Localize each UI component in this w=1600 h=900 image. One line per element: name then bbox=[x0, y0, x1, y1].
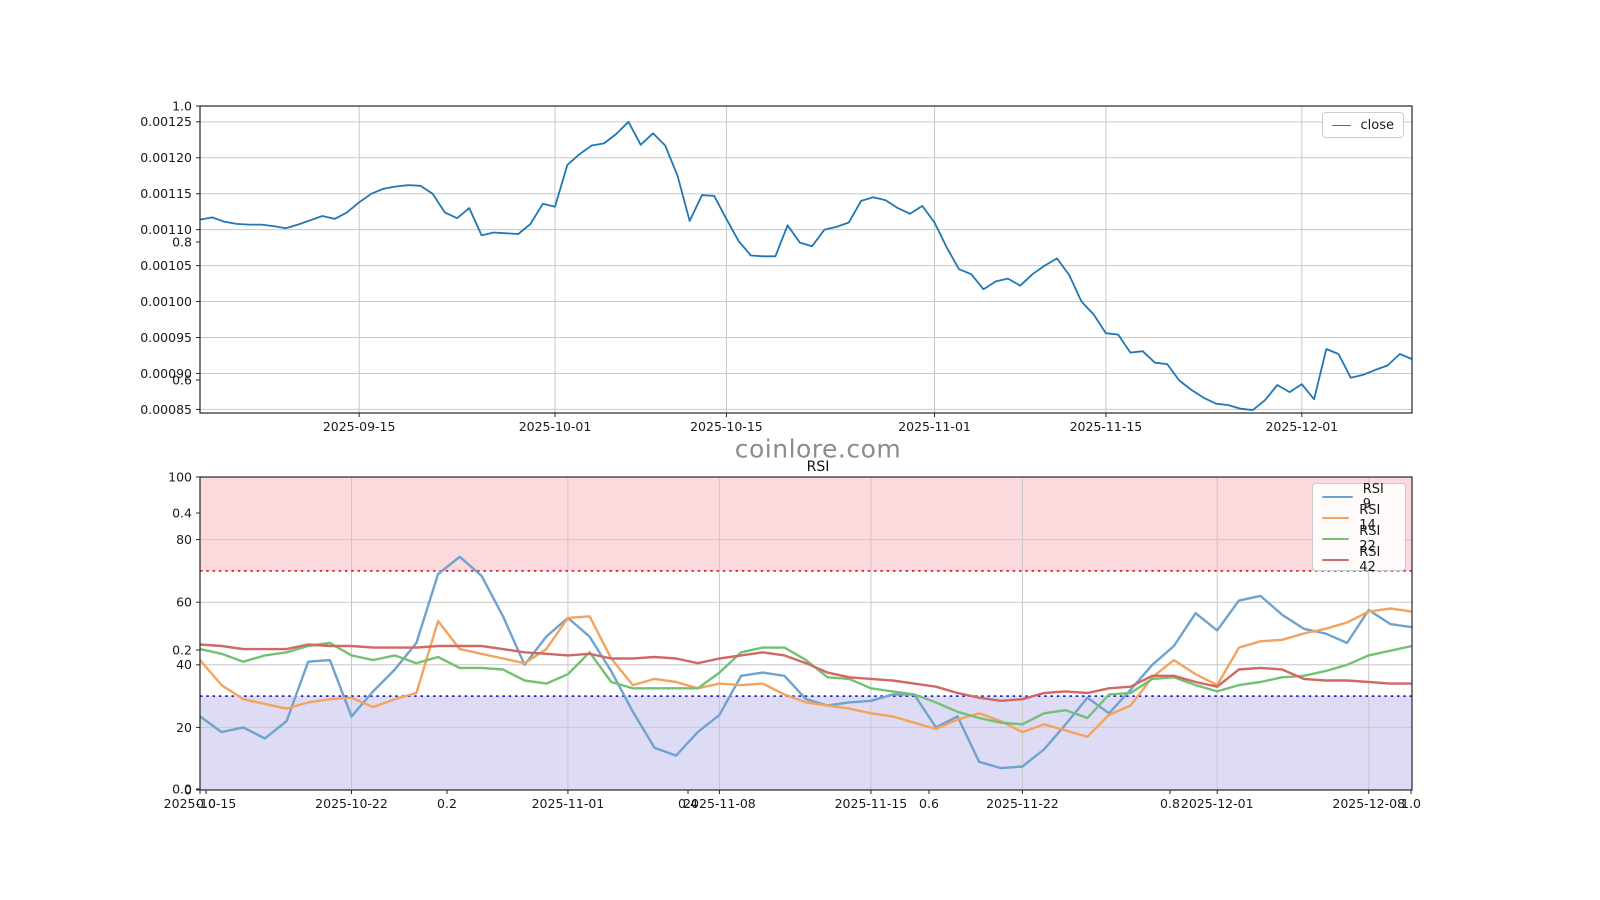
rsi-x-tick-label: 2025-11-22 bbox=[986, 796, 1059, 811]
rsi-legend-label-9: RSI 9 bbox=[1362, 481, 1384, 512]
rsi42-line-swatch bbox=[1322, 558, 1350, 561]
outer-y-tick-label: 0.6 bbox=[172, 372, 192, 387]
price-legend-label: close bbox=[1360, 117, 1394, 133]
price-y-tick-label: 0.00095 bbox=[140, 330, 192, 345]
price-x-tick-label: 2025-12-01 bbox=[1265, 419, 1338, 434]
outer-x-tick-label: 0.2 bbox=[437, 796, 457, 811]
price-y-tick-label: 0.00105 bbox=[140, 258, 192, 273]
outer-x-tick-label: 0.4 bbox=[678, 796, 698, 811]
rsi-x-tick-label: 2025-11-08 bbox=[683, 796, 756, 811]
rsi-y-tick-label: 80 bbox=[176, 532, 192, 547]
outer-y-tick-label: 0.4 bbox=[172, 505, 192, 520]
rsi-x-tick-label: 2025-10-15 bbox=[164, 796, 237, 811]
rsi14-line-swatch bbox=[1322, 516, 1350, 519]
price-axes-box bbox=[199, 105, 1413, 414]
rsi-chart-title: RSI bbox=[806, 459, 830, 475]
rsi-x-tick-label: 2025-12-01 bbox=[1181, 796, 1254, 811]
rsi-y-tick-label: 40 bbox=[176, 657, 192, 672]
close-line bbox=[199, 120, 1413, 412]
outer-x-tick-label: 0.8 bbox=[1160, 796, 1180, 811]
price-y-tick-label: 0.00100 bbox=[140, 294, 192, 309]
price-x-tick-label: 2025-10-01 bbox=[519, 419, 592, 434]
price-y-tick-label: 0.00090 bbox=[140, 366, 192, 381]
rsi42-line bbox=[199, 643, 1412, 702]
watermark: coinlore.com bbox=[734, 434, 902, 464]
rsi9-line-swatch bbox=[1322, 495, 1353, 498]
rsi22-line bbox=[199, 641, 1413, 726]
rsi-y-tick-label: 20 bbox=[176, 720, 192, 735]
rsi22-line-swatch bbox=[1322, 537, 1350, 540]
price-legend: close bbox=[1322, 112, 1404, 138]
rsi-legend-label-42: RSI 42 bbox=[1359, 544, 1381, 575]
rsi-x-tick-label: 2025-12-08 bbox=[1332, 796, 1405, 811]
rsi9-line bbox=[199, 555, 1413, 770]
rsi-axes-box bbox=[199, 476, 1413, 791]
rsi-y-tick-label: 100 bbox=[168, 469, 192, 484]
price-x-tick-label: 2025-10-15 bbox=[690, 419, 763, 434]
close-line-swatch bbox=[1332, 124, 1351, 126]
price-y-tick-label: 0.00115 bbox=[140, 186, 192, 201]
rsi-overbought-band bbox=[200, 477, 1412, 571]
rsi-legend-label-14: RSI 14 bbox=[1359, 502, 1381, 533]
rsi-legend-label-22: RSI 22 bbox=[1359, 523, 1381, 554]
rsi-legend: RSI 9 RSI 14 RSI 22 RSI 42 bbox=[1312, 481, 1406, 575]
price-y-tick-label: 0.00085 bbox=[140, 402, 192, 417]
rsi-x-tick-label: 2025-11-15 bbox=[835, 796, 908, 811]
rsi-x-tick-label: 2025-11-01 bbox=[532, 796, 605, 811]
price-y-tick-label: 0.00125 bbox=[140, 114, 192, 129]
outer-x-tick-label: 0.0 bbox=[196, 796, 216, 811]
outer-y-tick-label: 0.0 bbox=[172, 781, 192, 796]
rsi-x-tick-label: 2025-10-22 bbox=[315, 796, 388, 811]
price-y-tick-label: 0.00110 bbox=[140, 222, 192, 237]
outer-y-tick-label: 1.0 bbox=[172, 98, 192, 113]
outer-y-tick-label: 0.8 bbox=[172, 234, 192, 249]
outer-y-tick-label: 0.2 bbox=[172, 642, 192, 657]
outer-x-tick-label: 0.6 bbox=[919, 796, 939, 811]
rsi-y-tick-label: 0 bbox=[184, 782, 192, 797]
price-x-tick-label: 2025-09-15 bbox=[323, 419, 396, 434]
rsi14-line bbox=[199, 607, 1413, 738]
price-y-tick-label: 0.00120 bbox=[140, 150, 192, 165]
price-x-tick-label: 2025-11-01 bbox=[898, 419, 971, 434]
rsi-y-tick-label: 60 bbox=[176, 595, 192, 610]
price-x-tick-label: 2025-11-15 bbox=[1070, 419, 1143, 434]
outer-x-tick-label: 1.0 bbox=[1401, 796, 1421, 811]
rsi-oversold-band bbox=[200, 696, 1412, 790]
